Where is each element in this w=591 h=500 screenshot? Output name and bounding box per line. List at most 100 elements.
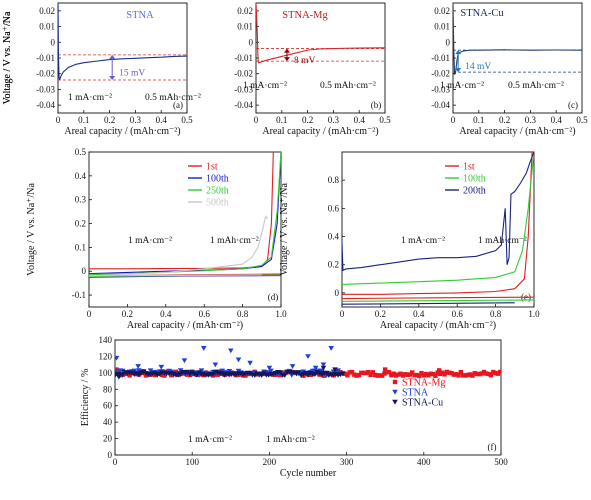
series-line [58, 3, 187, 81]
data-point [419, 370, 424, 376]
condition-current: 1 mA·cm⁻² [401, 236, 445, 246]
arrow-head-up [283, 48, 290, 53]
condition-capacity: 0.5 mAh·cm⁻² [508, 81, 564, 91]
data-point [133, 371, 140, 376]
data-point [407, 372, 413, 377]
data-point [463, 373, 468, 378]
arrow-head-up [455, 50, 462, 55]
data-point [119, 372, 126, 378]
data-point [328, 346, 334, 351]
x-tick-label: 0.4 [156, 115, 168, 125]
data-point [266, 365, 273, 371]
x-tick-label: 0 [451, 115, 456, 125]
data-point [282, 373, 288, 378]
x-tick-label: 0.2 [302, 115, 313, 125]
x-tick-label: 0.6 [199, 309, 211, 319]
data-point [472, 371, 477, 376]
condition-capacity: 0.5 mAh·cm⁻² [320, 81, 376, 91]
data-point [359, 370, 364, 376]
x-axis-label: Areal capacity / (mAh·cm⁻²) [64, 126, 180, 137]
data-point [393, 373, 399, 378]
x-tick-label: 0 [87, 309, 92, 319]
data-point [295, 370, 302, 375]
data-point [414, 372, 420, 378]
y-tick-label: 140 [99, 335, 113, 345]
annotation-label: 8 mV [294, 56, 316, 66]
y-tick-label: 0.02 [39, 6, 55, 16]
legend-label: 200th [463, 186, 486, 197]
y-tick-label: -0.1 [72, 290, 86, 300]
data-point [460, 373, 466, 378]
plot-area [342, 152, 534, 305]
data-point [335, 368, 341, 374]
y-tick-label: 0 [82, 266, 87, 276]
y-tick-label: -0.04 [234, 100, 253, 110]
data-point [484, 371, 489, 376]
x-tick-label: 0.1 [473, 115, 484, 125]
data-point [345, 373, 350, 378]
annotation-label: 14 mV [465, 62, 491, 72]
condition-capacity: 0.5 mAh·cm⁻² [145, 93, 201, 103]
x-tick-label: 300 [340, 457, 354, 467]
condition-capacity: 1 mAh·cm⁻² [210, 236, 259, 246]
legend-label: 100th [463, 174, 486, 185]
y-tick-label: -0.01 [234, 53, 253, 63]
data-point [391, 371, 396, 376]
y-tick-label: 0.1 [75, 242, 86, 252]
data-point [426, 373, 431, 378]
data-point [212, 362, 219, 368]
data-point [256, 371, 263, 377]
data-point [152, 371, 158, 377]
x-axis-label: Cycle number [280, 468, 337, 479]
data-point [389, 372, 394, 378]
y-tick-label: 40 [103, 417, 113, 427]
y-tick-label: -0.03 [36, 84, 55, 94]
condition-capacity: 1 mAh·cm⁻² [266, 435, 315, 445]
series-discharge-100th [342, 299, 534, 302]
y-tick-label: -0.01 [431, 53, 450, 63]
y-tick-label: 0 [335, 288, 340, 298]
plot-area [58, 3, 187, 81]
x-axis-label: Areal capacity / (mAh·cm⁻²) [127, 320, 243, 331]
x-axis-label: Areal capacity / (mAh·cm⁻²) [459, 126, 575, 137]
series-line-100th [342, 152, 534, 285]
data-point [486, 371, 491, 377]
y-tick-label: 0.02 [434, 6, 450, 16]
data-point [288, 372, 295, 378]
data-point [375, 373, 380, 378]
y-tick-label: 0 [446, 37, 451, 47]
plot-area [256, 3, 385, 64]
x-tick-label: 0.8 [490, 309, 502, 319]
x-tick-label: 0.3 [130, 115, 142, 125]
x-tick-label: 0.5 [379, 115, 391, 125]
x-tick-label: 1.0 [275, 309, 287, 319]
y-tick-label: -0.03 [431, 84, 450, 94]
x-tick-label: 0.4 [354, 115, 366, 125]
data-point [444, 369, 450, 375]
chart-title: STNA-Mg [282, 10, 328, 21]
y-tick-label: 0.01 [39, 22, 55, 32]
panel-label: (b) [371, 100, 382, 110]
data-point [454, 372, 459, 377]
series-line-1st [89, 152, 274, 270]
data-point [449, 370, 454, 376]
data-point [189, 370, 195, 376]
chart-panel-b: 0 0.1 0.2 0.3 0.4 0.5 -0.04 -0.03 -0.02 -0.01 0 0.0… [2, 2, 391, 137]
y-tick-label: 0.8 [328, 175, 340, 185]
data-point [421, 373, 426, 378]
condition-current: 1 mA·cm⁻² [188, 435, 232, 445]
data-point [386, 370, 392, 375]
series-line-500th [89, 215, 268, 277]
y-tick-label: 0 [108, 450, 113, 460]
data-point [200, 346, 207, 351]
chart-panel-a: 0 0.1 0.2 0.3 0.4 0.5 -0.04 -0.03 -0.02 -0.01 0 0.0… [2, 2, 201, 137]
data-point [493, 370, 498, 376]
panel-label: (c) [568, 100, 578, 110]
plot-frame [452, 2, 583, 114]
x-tick-label: 0.1 [78, 115, 89, 125]
data-point [392, 389, 398, 395]
data-point [372, 372, 378, 378]
data-point [398, 371, 403, 376]
data-point [356, 372, 362, 378]
